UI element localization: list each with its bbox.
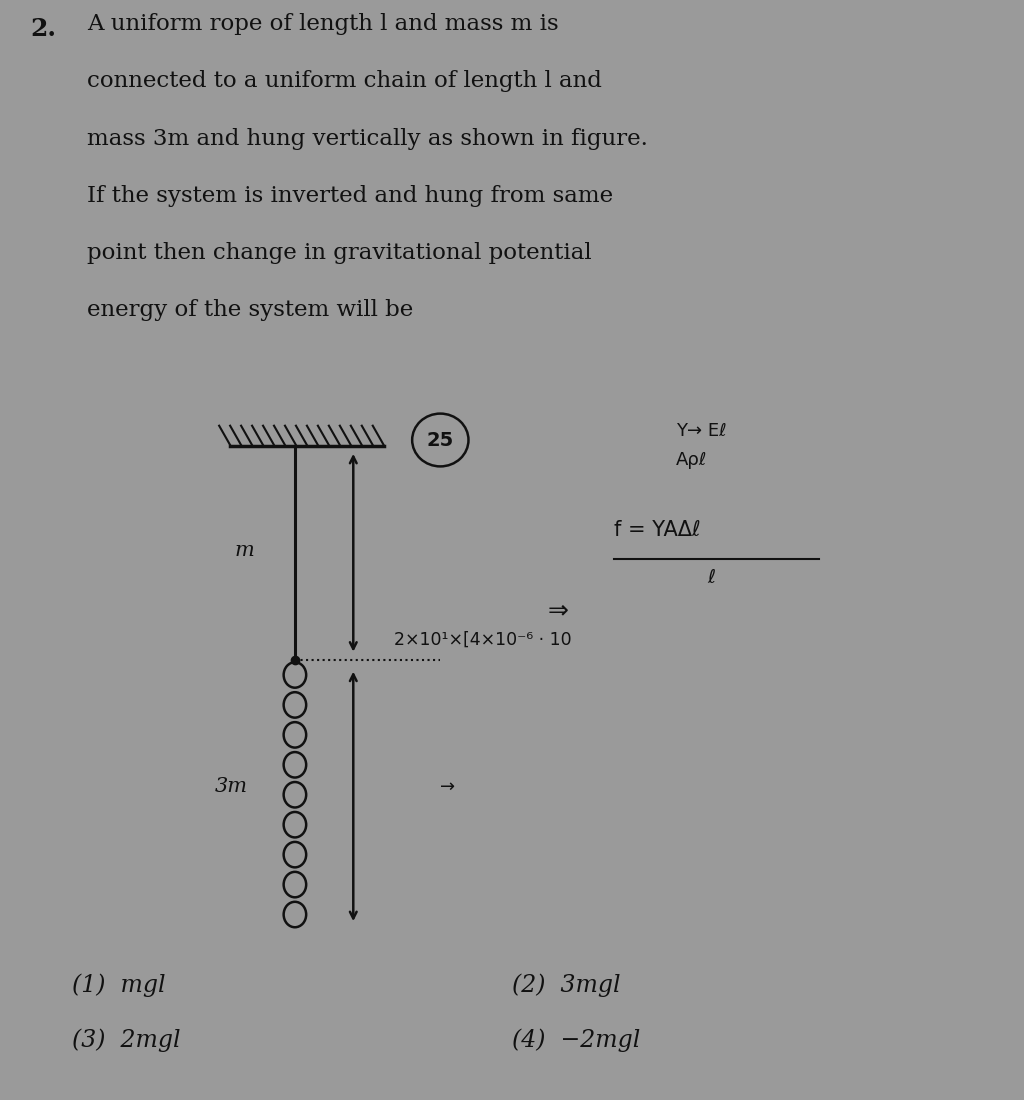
Text: point then change in gravitational potential: point then change in gravitational poten… — [87, 242, 592, 264]
Text: Aρℓ: Aρℓ — [676, 451, 708, 469]
Text: (4)  −2mgl: (4) −2mgl — [512, 1028, 640, 1052]
Text: (2)  3mgl: (2) 3mgl — [512, 974, 621, 997]
Text: 25: 25 — [427, 430, 454, 450]
Text: 2.: 2. — [31, 16, 56, 41]
Text: m: m — [234, 540, 254, 560]
Text: →: → — [440, 778, 456, 795]
Text: ⇒: ⇒ — [548, 598, 569, 623]
Text: connected to a uniform chain of length l and: connected to a uniform chain of length l… — [87, 70, 602, 92]
Text: A uniform rope of length l and mass m is: A uniform rope of length l and mass m is — [87, 13, 559, 35]
Text: mass 3m and hung vertically as shown in figure.: mass 3m and hung vertically as shown in … — [87, 128, 648, 150]
Text: If the system is inverted and hung from same: If the system is inverted and hung from … — [87, 185, 613, 207]
Text: f = YAΔℓ: f = YAΔℓ — [614, 520, 701, 540]
Text: (3)  2mgl: (3) 2mgl — [72, 1028, 180, 1052]
Text: Y→ Eℓ: Y→ Eℓ — [676, 422, 726, 440]
Text: energy of the system will be: energy of the system will be — [87, 299, 414, 321]
Text: ℓ: ℓ — [708, 568, 716, 586]
Text: 3m: 3m — [215, 777, 248, 796]
Text: 2×10¹×[4×10⁻⁶ · 10: 2×10¹×[4×10⁻⁶ · 10 — [394, 631, 571, 649]
Text: (1)  mgl: (1) mgl — [72, 974, 165, 997]
